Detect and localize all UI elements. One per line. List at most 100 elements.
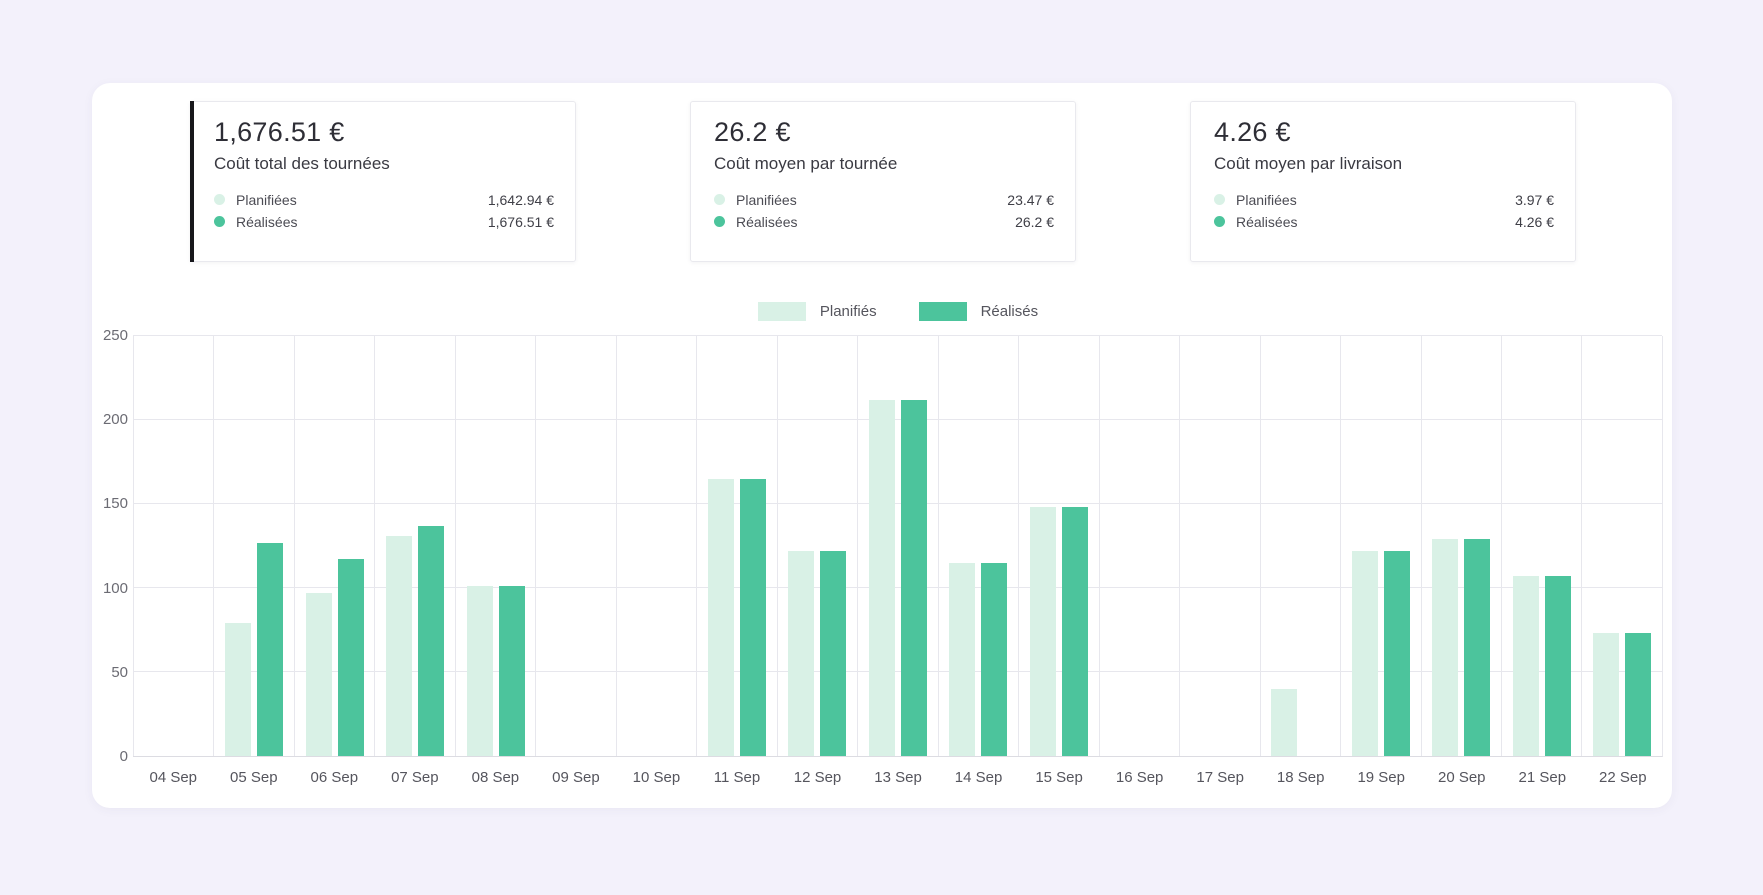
category-column [1259, 336, 1340, 756]
bar-realized[interactable] [337, 559, 364, 756]
plot-area [133, 335, 1663, 757]
legend-row-realized: Réalisées 26.2 € [714, 211, 1054, 233]
bar-planned[interactable] [708, 478, 735, 756]
stat-card-legend: Planifiées 3.97 € Réalisées 4.26 € [1214, 189, 1554, 233]
bar-realized[interactable] [1464, 539, 1491, 756]
category-column [615, 336, 696, 756]
bar-planned[interactable] [1351, 551, 1378, 756]
x-tick-label: 20 Sep [1437, 769, 1486, 786]
x-tick-label: 11 Sep [713, 769, 761, 786]
legend-label: Planifiés [819, 303, 877, 320]
bar-realized[interactable] [257, 542, 284, 756]
legend-row-realized: Réalisées 4.26 € [1214, 211, 1554, 233]
planned-dot-icon [214, 194, 225, 206]
bar-realized[interactable] [981, 562, 1008, 756]
x-tick-label: 05 Sep [230, 769, 278, 786]
category-column [937, 336, 1018, 756]
bar-planned[interactable] [225, 623, 252, 756]
x-tick-label: 22 Sep [1599, 769, 1647, 786]
x-tick-label: 15 Sep [1035, 769, 1083, 786]
category-column [454, 336, 535, 756]
x-tick-label: 12 Sep [793, 769, 842, 786]
bar-planned[interactable] [1271, 688, 1298, 756]
stat-card-total-cost[interactable]: 1,676.51 € Coût total des tournées Plani… [190, 101, 576, 262]
bar-planned[interactable] [868, 399, 895, 756]
gridline [133, 419, 1662, 420]
x-tick-label: 21 Sep [1518, 769, 1567, 786]
stat-card-avg-cost-per-delivery[interactable]: 4.26 € Coût moyen par livraison Planifié… [1190, 101, 1576, 262]
legend-item-planned[interactable]: Planifiés [757, 302, 877, 321]
planned-dot-icon [1214, 194, 1225, 206]
bar-realized[interactable] [1544, 576, 1571, 756]
bar-realized[interactable] [1061, 507, 1088, 756]
category-column [1179, 336, 1259, 756]
bar-planned[interactable] [1512, 576, 1539, 756]
stat-cards-row: 1,676.51 € Coût total des tournées Plani… [190, 101, 1576, 262]
stat-value: 1,676.51 € [214, 117, 345, 147]
x-tick-label: 18 Sep [1276, 769, 1325, 786]
gridline [133, 587, 1662, 588]
planned-swatch-icon [757, 302, 806, 321]
y-tick-label: 100 [102, 579, 128, 597]
bar-planned[interactable] [1029, 507, 1056, 756]
legend-row-value: 1,642.94 € [487, 191, 554, 208]
legend-row-value: 26.2 € [1015, 213, 1054, 230]
category-column [1500, 336, 1581, 756]
legend-label: Réalisés [980, 303, 1039, 320]
legend-row-label: Réalisées [1236, 213, 1298, 230]
bar-realized[interactable] [498, 586, 525, 756]
x-tick-label: 07 Sep [391, 769, 439, 786]
stat-title: Coût total des tournées [214, 153, 390, 173]
x-axis: 04 Sep 05 Sep 06 Sep 07 Sep 08 Sep 09 Sep 10 S… [133, 769, 1663, 786]
realized-swatch-icon [918, 302, 967, 321]
bar-realized[interactable] [418, 525, 445, 756]
bar-planned[interactable] [1432, 539, 1459, 756]
bar-planned[interactable] [466, 586, 493, 756]
realized-dot-icon [1214, 216, 1225, 228]
category-column [535, 336, 615, 756]
bar-realized[interactable] [820, 551, 847, 756]
bar-realized[interactable] [740, 478, 767, 756]
stat-title: Coût moyen par livraison [1214, 153, 1403, 173]
dashboard-panel: 1,676.51 € Coût total des tournées Plani… [92, 83, 1672, 808]
legend-row-label: Planifiées [1236, 191, 1297, 208]
bar-planned[interactable] [305, 593, 332, 756]
legend-row-label: Planifiées [236, 191, 297, 208]
realized-dot-icon [214, 216, 225, 228]
bar-realized[interactable] [900, 399, 927, 756]
stat-value: 4.26 € [1214, 117, 1291, 147]
y-tick-label: 50 [111, 663, 128, 681]
bar-planned[interactable] [949, 562, 976, 756]
stat-value: 26.2 € [714, 117, 791, 147]
active-card-accent-bar [190, 101, 194, 262]
legend-row-label: Planifiées [736, 191, 797, 208]
bar-planned[interactable] [1593, 633, 1620, 756]
x-tick-label: 08 Sep [471, 769, 520, 786]
stat-card-avg-cost-per-tour[interactable]: 26.2 € Coût moyen par tournée Planifiées… [690, 101, 1076, 262]
category-column [696, 336, 776, 756]
y-tick-label: 150 [102, 495, 128, 513]
category-column [1340, 336, 1420, 756]
gridline [133, 503, 1662, 504]
y-tick-label: 250 [102, 327, 128, 344]
bar-realized[interactable] [1625, 633, 1652, 756]
legend-row-planned: Planifiées 1,642.94 € [214, 189, 554, 211]
legend-item-realized[interactable]: Réalisés [918, 302, 1039, 321]
legend-row-label: Réalisées [736, 213, 798, 230]
category-column [374, 336, 454, 756]
category-column [857, 336, 937, 756]
stat-title: Coût moyen par tournée [714, 153, 898, 173]
bar-planned[interactable] [788, 551, 815, 756]
stat-card-legend: Planifiées 23.47 € Réalisées 26.2 € [714, 189, 1054, 233]
category-column [293, 336, 374, 756]
legend-row-planned: Planifiées 23.47 € [714, 189, 1054, 211]
y-axis: 0 50 100 150 200 250 [92, 327, 128, 765]
category-column [133, 336, 213, 756]
x-tick-label: 10 Sep [632, 769, 681, 786]
x-tick-label: 04 Sep [149, 769, 198, 786]
legend-row-value: 3.97 € [1515, 191, 1554, 208]
gridline [133, 335, 1662, 336]
bar-realized[interactable] [1383, 551, 1410, 756]
x-tick-label: 17 Sep [1196, 769, 1244, 786]
bar-planned[interactable] [386, 535, 413, 756]
